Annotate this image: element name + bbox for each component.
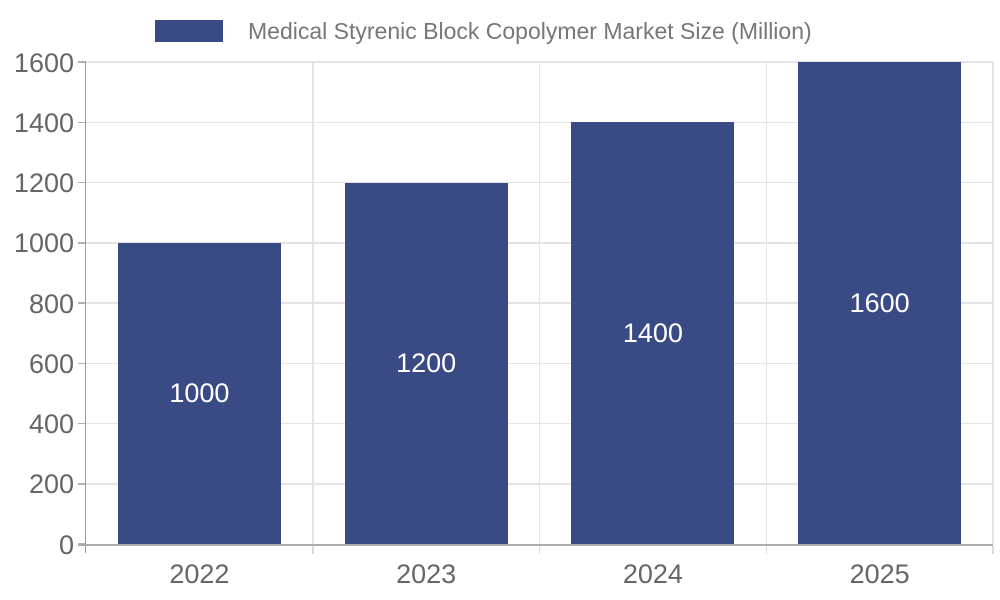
legend-swatch [155, 20, 223, 42]
x-tick-mark [312, 546, 314, 554]
bar-label: 1400 [622, 317, 683, 348]
gridline-vertical [312, 62, 314, 544]
bar-2022[interactable] [117, 242, 281, 544]
y-tick-mark [78, 422, 86, 425]
x-tick-mark [765, 546, 767, 554]
bar-label: 1600 [849, 287, 910, 318]
y-tick-label: 400 [28, 409, 74, 439]
y-tick-mark [78, 242, 86, 244]
x-tick-label: 2022 [169, 559, 230, 589]
x-tick-mark [992, 546, 994, 554]
gridline-vertical [992, 62, 994, 544]
y-tick-mark [78, 181, 86, 184]
y-tick-label: 0 [58, 529, 74, 560]
y-tick-mark [78, 302, 86, 304]
x-tick-mark [538, 546, 541, 554]
bar-label: 1200 [396, 347, 457, 378]
bar-2025[interactable] [798, 62, 962, 544]
y-tick-label: 1600 [13, 47, 74, 78]
y-tick-label: 1400 [13, 107, 74, 138]
y-tick-mark [78, 61, 86, 63]
y-tick-label: 1200 [13, 168, 74, 198]
y-tick-label: 200 [28, 469, 74, 500]
gridline-vertical [538, 62, 541, 544]
y-axis-line [84, 62, 86, 553]
y-tick-mark [78, 483, 86, 485]
y-tick-label: 800 [28, 288, 74, 319]
bar-label: 1000 [169, 377, 230, 408]
y-tick-label: 1000 [13, 228, 74, 259]
x-tick-label: 2023 [396, 559, 457, 589]
y-tick-mark [78, 362, 86, 364]
x-tick-label: 2024 [622, 559, 683, 589]
y-tick-label: 600 [28, 348, 74, 379]
legend-label: Medical Styrenic Block Copolymer Market … [248, 18, 812, 44]
y-tick-mark [78, 121, 86, 123]
bar-2024[interactable] [571, 122, 735, 544]
legend[interactable]: Medical Styrenic Block Copolymer Market … [155, 17, 812, 45]
x-tick-label: 2025 [849, 559, 910, 589]
x-axis-line [78, 543, 993, 546]
gridline-vertical [765, 62, 767, 544]
bar-2023[interactable] [344, 182, 508, 544]
